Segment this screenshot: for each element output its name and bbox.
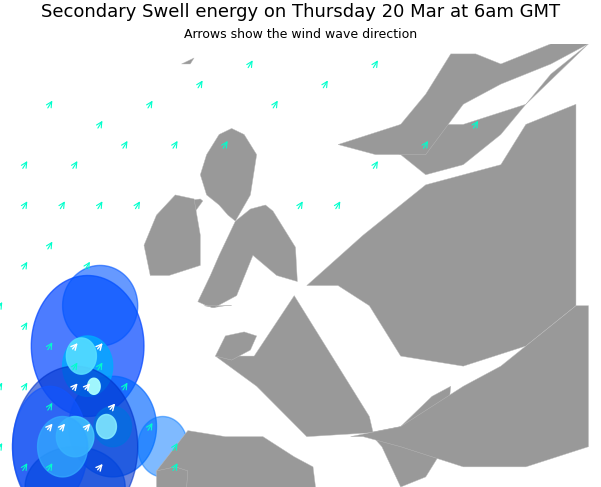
Polygon shape: [96, 414, 117, 439]
Polygon shape: [94, 407, 132, 447]
Polygon shape: [376, 44, 588, 175]
Polygon shape: [198, 205, 297, 308]
Polygon shape: [31, 276, 144, 416]
Text: Secondary Swell energy on Thursday 20 Mar at 6am GMT: Secondary Swell energy on Thursday 20 Ma…: [41, 3, 560, 21]
Polygon shape: [25, 447, 125, 487]
Polygon shape: [338, 44, 588, 155]
Polygon shape: [66, 338, 96, 374]
Polygon shape: [215, 332, 257, 360]
Polygon shape: [156, 431, 316, 487]
Polygon shape: [38, 416, 88, 477]
Polygon shape: [13, 366, 138, 487]
Polygon shape: [88, 378, 100, 394]
Polygon shape: [350, 306, 588, 467]
Polygon shape: [56, 416, 94, 457]
Polygon shape: [175, 199, 203, 219]
Polygon shape: [307, 104, 576, 366]
Polygon shape: [215, 296, 373, 437]
Polygon shape: [13, 386, 88, 487]
Polygon shape: [156, 467, 188, 487]
Polygon shape: [63, 336, 113, 396]
Polygon shape: [69, 376, 156, 477]
Polygon shape: [138, 416, 188, 477]
Polygon shape: [63, 265, 138, 346]
Polygon shape: [144, 195, 200, 276]
Text: Arrows show the wind wave direction: Arrows show the wind wave direction: [184, 28, 417, 41]
Polygon shape: [370, 386, 451, 487]
Polygon shape: [200, 129, 257, 221]
Polygon shape: [182, 58, 194, 64]
